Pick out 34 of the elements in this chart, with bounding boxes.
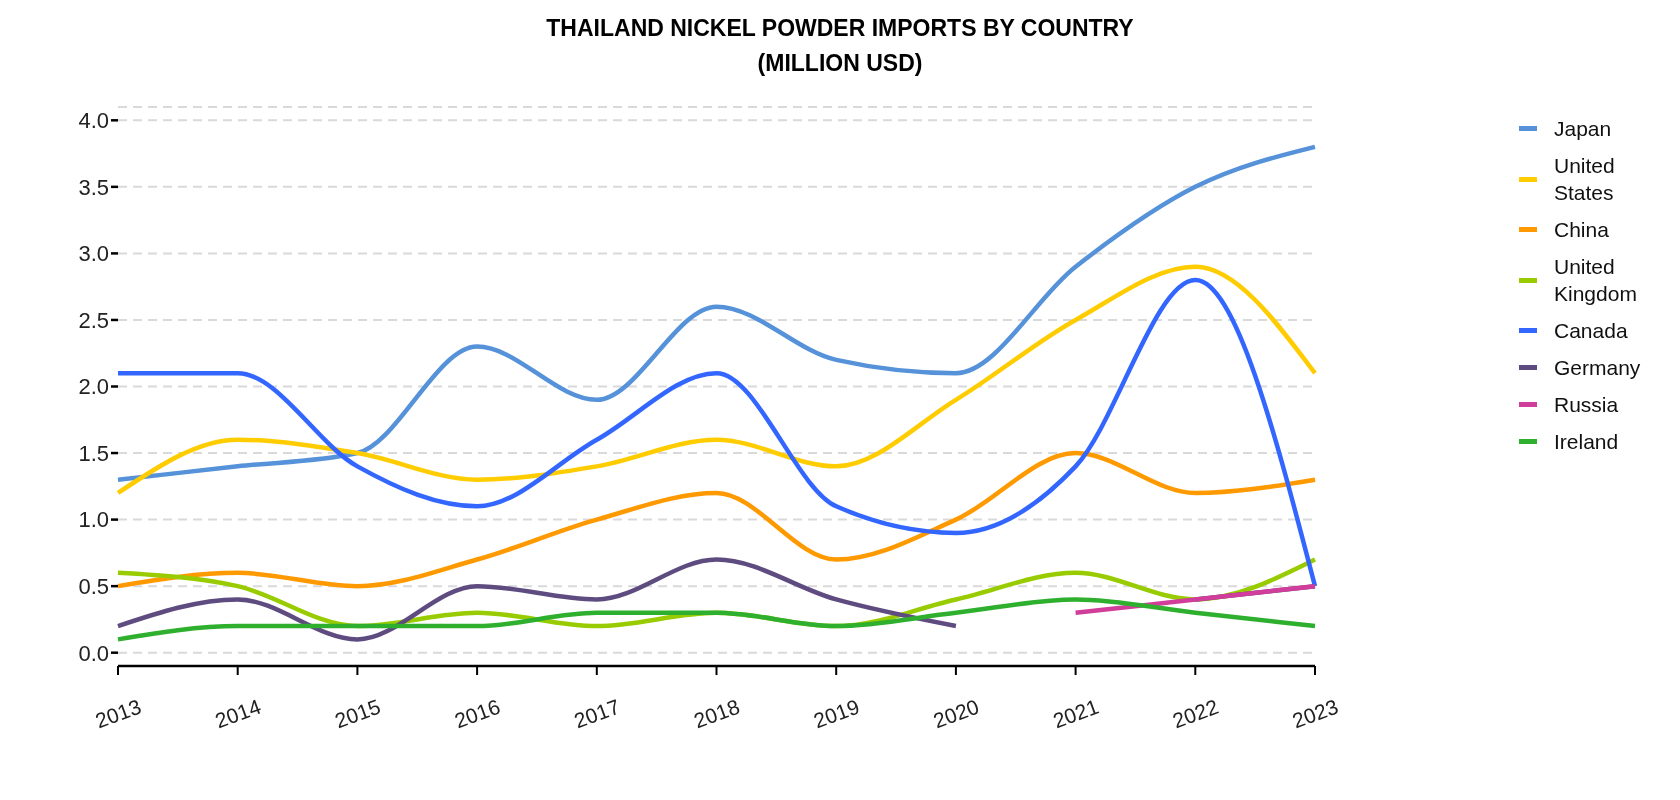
legend-label: United States <box>1554 153 1616 206</box>
x-tick-label: 2019 <box>810 694 863 732</box>
y-tick-label: 1.0 <box>78 507 109 533</box>
x-tick-label: 2023 <box>1289 694 1341 732</box>
legend-label: Ireland <box>1554 429 1620 455</box>
line-series <box>115 597 1318 642</box>
y-tick-label: 4.0 <box>78 108 109 134</box>
y-tick-label: 0.5 <box>78 573 109 599</box>
y-tick-label: 3.0 <box>78 241 109 267</box>
x-tick-label: 2018 <box>690 694 743 732</box>
x-tick-label: 2017 <box>570 694 623 732</box>
x-tick-label: 2013 <box>92 694 144 732</box>
y-tick-label: 1.5 <box>78 440 109 466</box>
legend-label: Germany <box>1554 355 1642 381</box>
legend-label: United Kingdom <box>1554 254 1638 307</box>
line-series <box>115 144 1318 482</box>
legend-label: Russia <box>1554 392 1620 418</box>
x-tick-label: 2020 <box>930 694 982 732</box>
x-tick-label: 2021 <box>1049 694 1102 732</box>
x-tick-label: 2014 <box>211 694 264 732</box>
line-series <box>115 264 1318 496</box>
legend-label: Japan <box>1554 116 1613 142</box>
legend-label: China <box>1554 217 1610 243</box>
x-tick-label: 2016 <box>451 694 503 732</box>
legend-label: Canada <box>1554 318 1629 344</box>
x-tick-label: 2022 <box>1169 694 1222 732</box>
chart-title: THAILAND NICKEL POWDER IMPORTS BY COUNTRY (MILLION USD) <box>545 14 1135 78</box>
y-tick-label: 2.0 <box>78 374 109 400</box>
line-series <box>115 450 1318 589</box>
line-series <box>115 277 1318 589</box>
y-tick-label: 0.0 <box>78 640 109 666</box>
y-tick-label: 3.5 <box>78 174 109 200</box>
y-tick-label: 2.5 <box>78 307 109 333</box>
x-tick-label: 2015 <box>331 694 384 732</box>
